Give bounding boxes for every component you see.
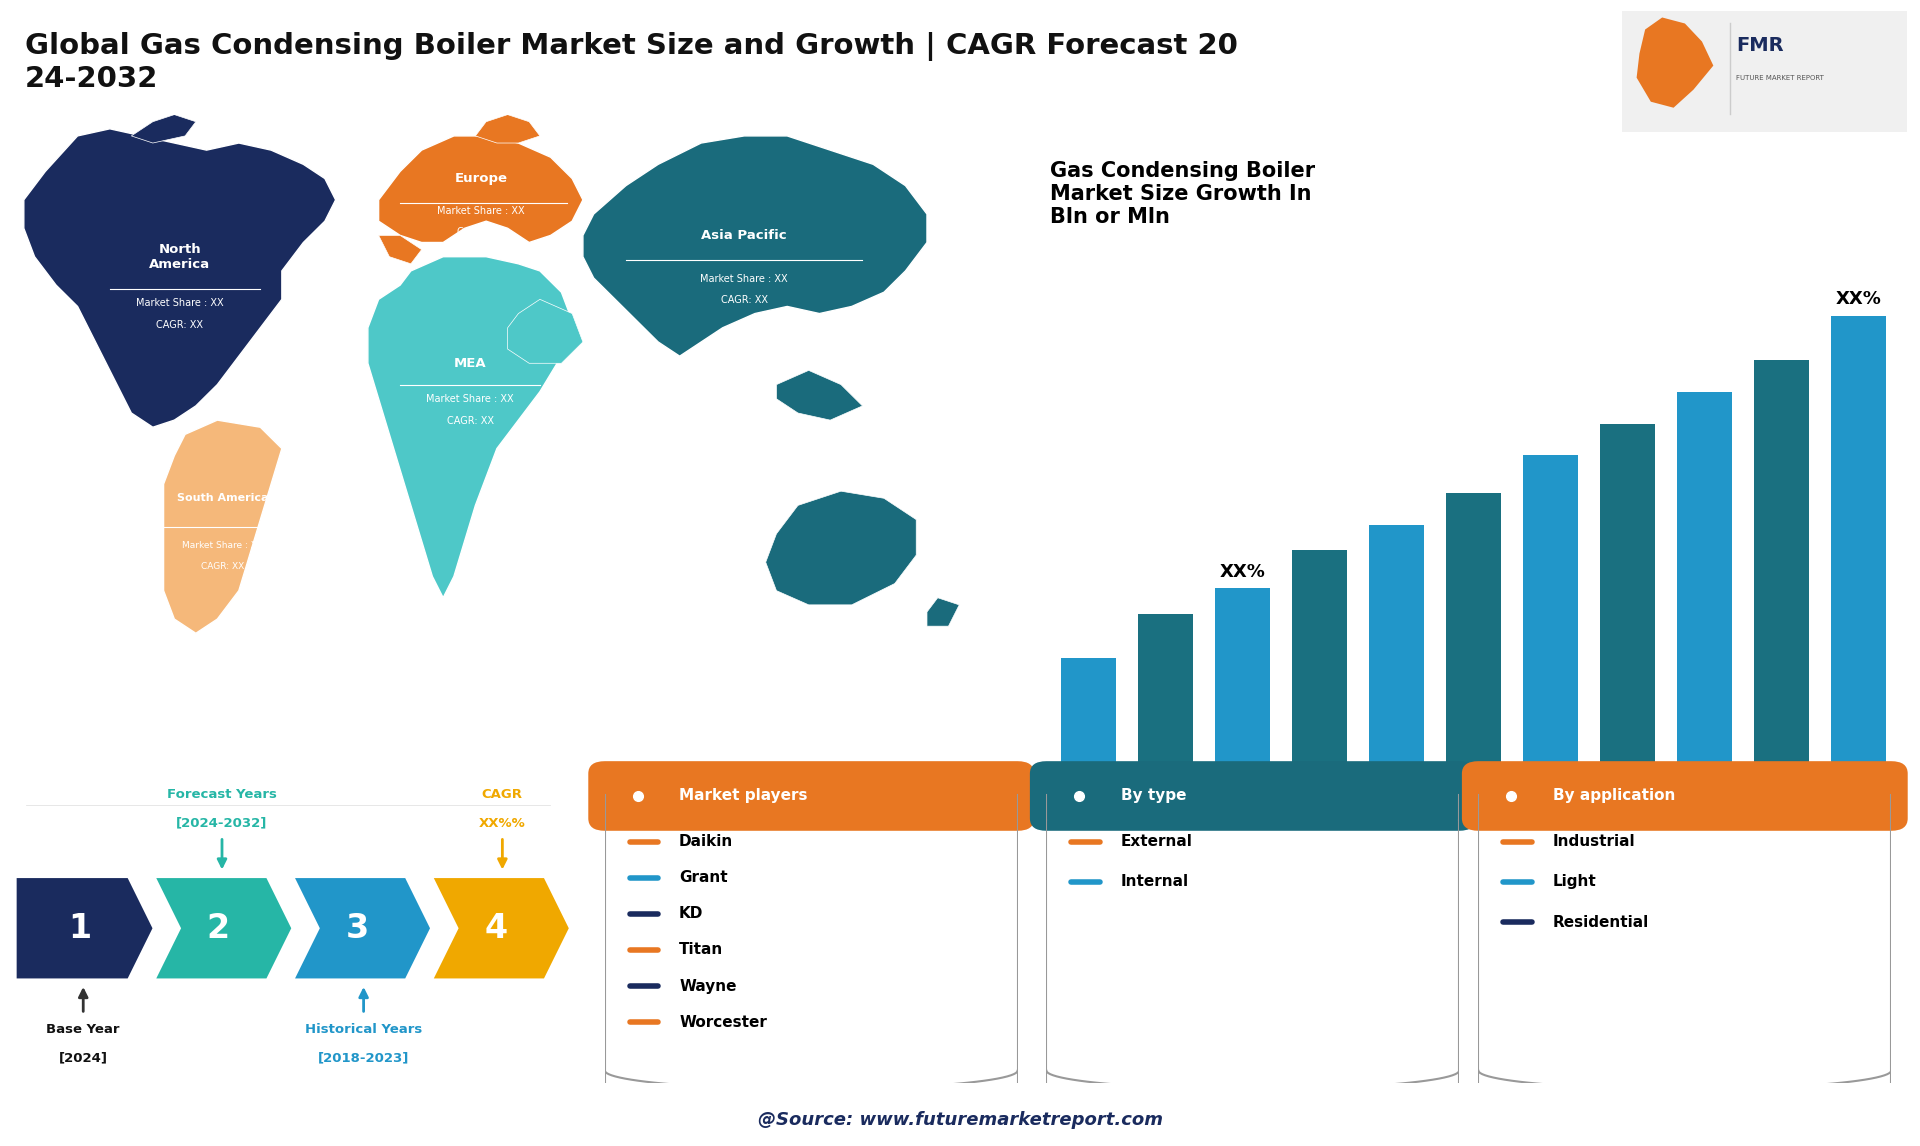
Text: FMR: FMR bbox=[1736, 36, 1784, 55]
Text: External: External bbox=[1121, 834, 1192, 849]
Text: CAGR: XX: CAGR: XX bbox=[447, 416, 493, 425]
Text: CAGR: XX: CAGR: XX bbox=[457, 227, 505, 237]
Bar bbox=[1139, 614, 1194, 785]
Polygon shape bbox=[776, 370, 862, 421]
Text: Gas Condensing Boiler
Market Size Growth In
Bln or Mln: Gas Condensing Boiler Market Size Growth… bbox=[1050, 160, 1315, 227]
Text: Europe: Europe bbox=[455, 172, 507, 185]
Text: Market Share : XX: Market Share : XX bbox=[182, 541, 263, 550]
Text: 2029: 2029 bbox=[1609, 800, 1645, 815]
Text: Wayne: Wayne bbox=[680, 979, 737, 994]
Polygon shape bbox=[432, 877, 570, 980]
Text: CAGR: XX: CAGR: XX bbox=[720, 295, 768, 305]
Text: Market Share : XX: Market Share : XX bbox=[136, 298, 223, 308]
Text: FUTURE MARKET REPORT: FUTURE MARKET REPORT bbox=[1736, 74, 1824, 80]
Text: Market Share : XX: Market Share : XX bbox=[426, 394, 515, 405]
FancyBboxPatch shape bbox=[588, 761, 1035, 831]
Text: 2027: 2027 bbox=[1455, 800, 1492, 815]
Polygon shape bbox=[23, 128, 336, 427]
Text: Historical Years: Historical Years bbox=[305, 1022, 422, 1036]
Text: 2031: 2031 bbox=[1763, 800, 1801, 815]
Text: By type: By type bbox=[1121, 788, 1187, 803]
Text: Industrial: Industrial bbox=[1553, 834, 1636, 849]
Polygon shape bbox=[584, 136, 927, 356]
Bar bbox=[1523, 455, 1578, 785]
Text: XX%%: XX%% bbox=[478, 816, 526, 830]
Polygon shape bbox=[378, 136, 584, 243]
Text: KD: KD bbox=[680, 906, 703, 921]
Text: Forecast Years: Forecast Years bbox=[167, 788, 276, 801]
Text: Asia Pacific: Asia Pacific bbox=[701, 229, 787, 242]
FancyBboxPatch shape bbox=[1609, 6, 1920, 138]
Polygon shape bbox=[15, 877, 154, 980]
Bar bbox=[1832, 316, 1885, 785]
Text: Titan: Titan bbox=[680, 942, 724, 957]
Polygon shape bbox=[1636, 17, 1713, 108]
Text: Market Share : XX: Market Share : XX bbox=[701, 274, 787, 283]
Text: Market players: Market players bbox=[680, 788, 808, 803]
Bar bbox=[1215, 588, 1271, 785]
Text: 2023: 2023 bbox=[1146, 800, 1185, 815]
Text: MEA: MEA bbox=[453, 356, 486, 370]
Text: [2024-2032]: [2024-2032] bbox=[177, 816, 267, 830]
FancyBboxPatch shape bbox=[1029, 761, 1476, 831]
Text: Light: Light bbox=[1553, 874, 1596, 889]
Polygon shape bbox=[369, 257, 572, 598]
Text: By application: By application bbox=[1553, 788, 1674, 803]
Bar bbox=[1753, 360, 1809, 785]
Polygon shape bbox=[163, 421, 282, 634]
Text: 2024: 2024 bbox=[1223, 800, 1261, 815]
Text: 2: 2 bbox=[207, 912, 230, 944]
Bar bbox=[1446, 493, 1501, 785]
Text: Internal: Internal bbox=[1121, 874, 1188, 889]
Text: 1: 1 bbox=[67, 912, 90, 944]
Text: Market Share : XX: Market Share : XX bbox=[438, 206, 524, 217]
Text: Daikin: Daikin bbox=[680, 834, 733, 849]
Text: North
America: North America bbox=[150, 243, 211, 270]
Text: 2030: 2030 bbox=[1686, 800, 1722, 815]
Text: CAGR: CAGR bbox=[482, 788, 522, 801]
Bar bbox=[1599, 424, 1655, 785]
Polygon shape bbox=[378, 235, 422, 264]
Text: [2024]: [2024] bbox=[60, 1052, 108, 1065]
Polygon shape bbox=[766, 492, 916, 605]
Polygon shape bbox=[154, 877, 292, 980]
Text: 3: 3 bbox=[346, 912, 369, 944]
Text: Global Gas Condensing Boiler Market Size and Growth | CAGR Forecast 20
24-2032: Global Gas Condensing Boiler Market Size… bbox=[25, 32, 1238, 94]
Text: Worcester: Worcester bbox=[680, 1014, 766, 1029]
Text: 2032: 2032 bbox=[1839, 800, 1878, 815]
Text: XX%: XX% bbox=[1836, 290, 1882, 308]
Text: Grant: Grant bbox=[680, 870, 728, 885]
Text: CAGR: XX: CAGR: XX bbox=[202, 563, 244, 572]
Text: 2022: 2022 bbox=[1069, 800, 1108, 815]
Text: South America: South America bbox=[177, 493, 269, 503]
Text: 2026: 2026 bbox=[1379, 800, 1415, 815]
Polygon shape bbox=[476, 115, 540, 143]
Text: 2025: 2025 bbox=[1302, 800, 1338, 815]
Polygon shape bbox=[131, 115, 196, 143]
Bar bbox=[1062, 658, 1116, 785]
Text: @Source: www.futuremarketreport.com: @Source: www.futuremarketreport.com bbox=[758, 1112, 1162, 1129]
Bar bbox=[1676, 392, 1732, 785]
Text: 4: 4 bbox=[484, 912, 507, 944]
Text: XX%: XX% bbox=[1219, 563, 1265, 581]
Bar bbox=[1292, 550, 1348, 785]
Text: Residential: Residential bbox=[1553, 915, 1649, 929]
Polygon shape bbox=[507, 299, 584, 363]
Polygon shape bbox=[292, 877, 432, 980]
Text: Base Year: Base Year bbox=[46, 1022, 119, 1036]
FancyBboxPatch shape bbox=[1461, 761, 1908, 831]
Polygon shape bbox=[927, 598, 960, 626]
Text: 2028: 2028 bbox=[1532, 800, 1569, 815]
Text: [2018-2023]: [2018-2023] bbox=[319, 1052, 409, 1065]
Bar bbox=[1369, 525, 1425, 785]
Text: CAGR: XX: CAGR: XX bbox=[156, 320, 204, 330]
